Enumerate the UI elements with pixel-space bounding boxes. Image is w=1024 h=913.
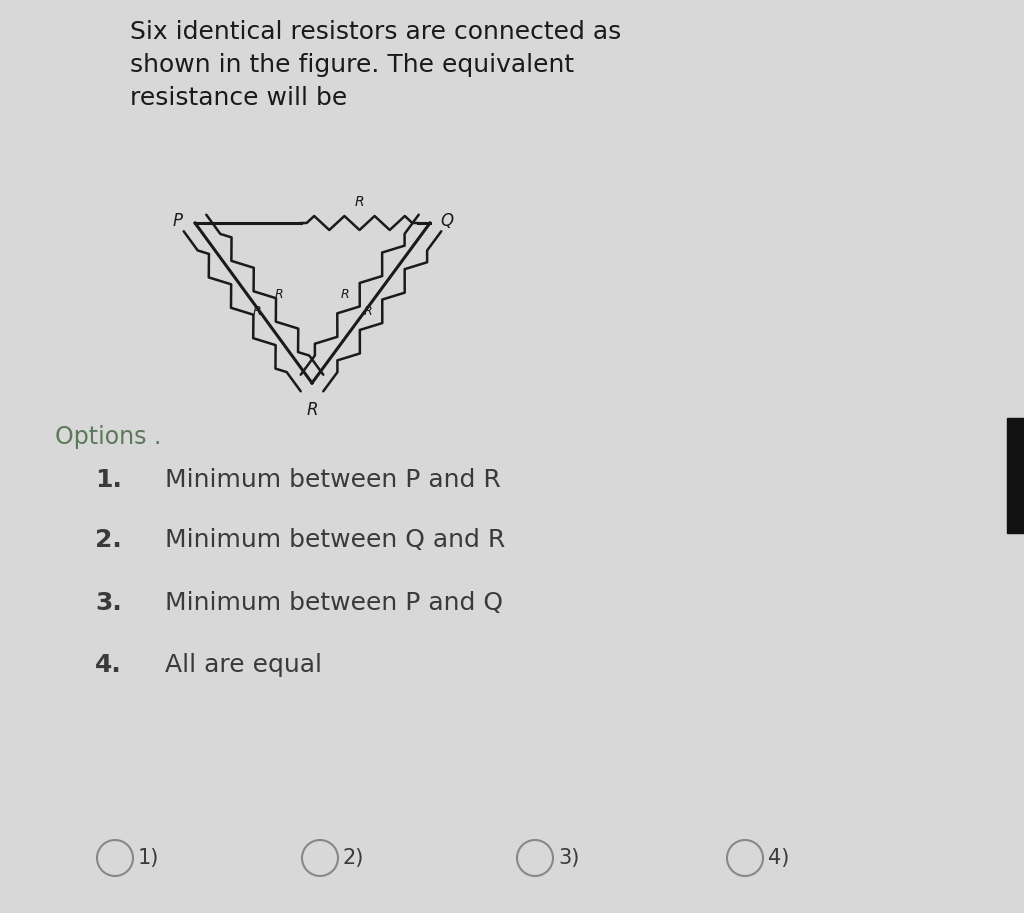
Text: 4.: 4. (95, 653, 122, 677)
Text: Six identical resistors are connected as: Six identical resistors are connected as (130, 20, 622, 44)
Text: R: R (306, 401, 317, 419)
Text: All are equal: All are equal (165, 653, 322, 677)
Text: Minimum between P and R: Minimum between P and R (165, 468, 501, 492)
Text: 3.: 3. (95, 591, 122, 615)
Bar (1007, 418, 1024, 533)
Text: R: R (364, 305, 373, 318)
Text: resistance will be: resistance will be (130, 86, 347, 110)
Text: P: P (173, 212, 183, 230)
Text: 2): 2) (343, 848, 365, 868)
Text: R: R (341, 289, 350, 301)
Text: R: R (354, 195, 365, 209)
Text: R: R (252, 305, 261, 318)
Text: Q: Q (440, 212, 454, 230)
Text: 1.: 1. (95, 468, 122, 492)
Text: R: R (274, 289, 284, 301)
Text: 3): 3) (558, 848, 580, 868)
Text: 4): 4) (768, 848, 790, 868)
Text: 2.: 2. (95, 528, 122, 552)
Text: 1): 1) (138, 848, 160, 868)
Text: Minimum between P and Q: Minimum between P and Q (165, 591, 503, 615)
Text: Minimum between Q and R: Minimum between Q and R (165, 528, 505, 552)
Text: shown in the figure. The equivalent: shown in the figure. The equivalent (130, 53, 574, 77)
Text: Options .: Options . (55, 425, 162, 449)
